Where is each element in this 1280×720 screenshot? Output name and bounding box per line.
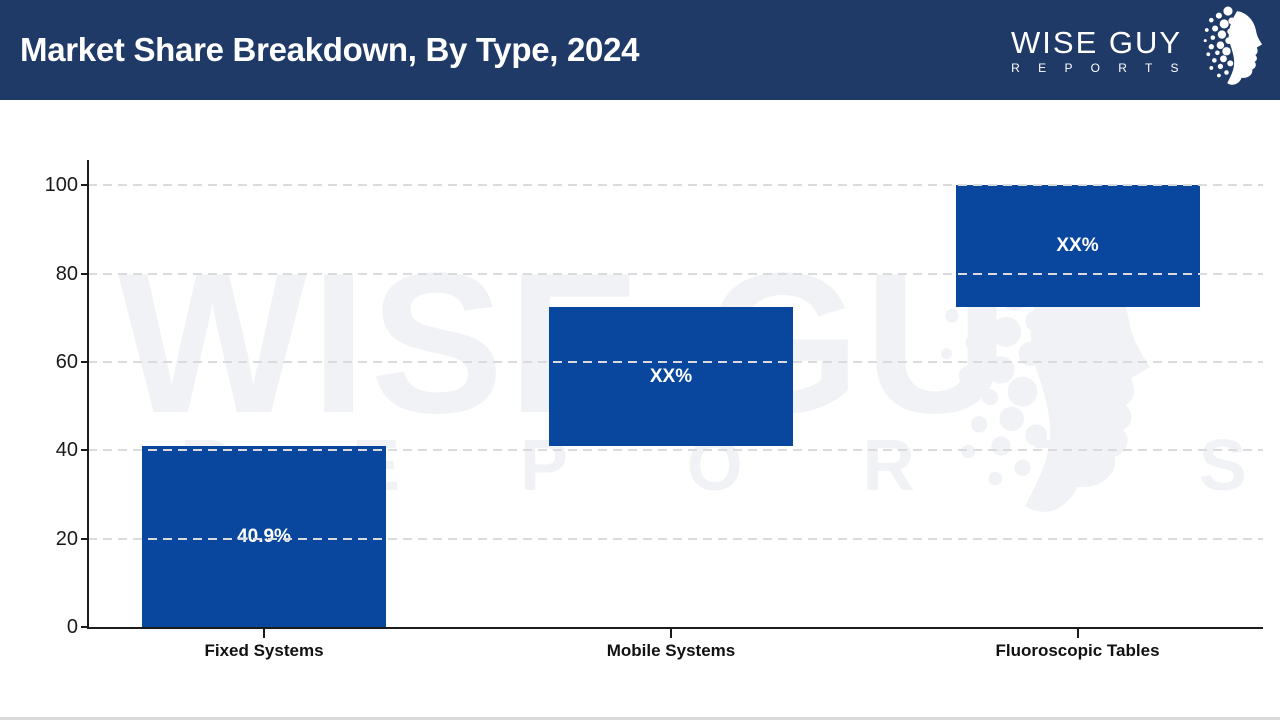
y-tick-label-40: 40: [55, 439, 78, 462]
y-tick-label-80: 80: [55, 262, 78, 285]
logo-name: WISE GUY: [1011, 24, 1183, 60]
bar-value-label-fixed-systems: 40.9%: [237, 525, 291, 547]
x-axis-line: [87, 627, 1263, 629]
y-tick-80: [81, 272, 88, 275]
x-tick-label-fixed-systems: Fixed Systems: [204, 641, 324, 660]
chart-title: Market Share Breakdown, By Type, 2024: [20, 31, 640, 68]
gridline-40: [88, 449, 1263, 452]
y-tick-label-0: 0: [66, 616, 78, 638]
y-axis-line: [87, 160, 89, 629]
x-tick-label-fluoroscopic-tables: Fluoroscopic Tables: [995, 641, 1160, 660]
bar-mobile-systems: XX%: [549, 306, 793, 447]
y-tick-label-100: 100: [44, 174, 78, 197]
gridline-100: [88, 184, 1263, 187]
y-tick-0: [81, 626, 88, 628]
x-tick-fluoroscopic-tables: [1076, 629, 1079, 638]
bar-value-label-fluoroscopic-tables: XX%: [1056, 235, 1099, 257]
x-tick-label-mobile-systems: Mobile Systems: [606, 641, 736, 660]
x-tick-mobile-systems: [670, 629, 672, 638]
y-tick-60: [81, 361, 88, 364]
logo-text: WISE GUY R E P O R T S: [1007, 27, 1186, 74]
wise-guy-logo: WISE GUY R E P O R T S: [1007, 5, 1266, 96]
gridline-60: [88, 361, 1263, 364]
logo-subname: R E P O R T S: [1011, 60, 1186, 75]
bottom-border: [0, 717, 1280, 720]
y-tick-label-60: 60: [55, 351, 78, 374]
bar-value-label-mobile-systems: XX%: [649, 365, 693, 387]
x-tick-fixed-systems: [263, 629, 265, 638]
header-bar: Market Share Breakdown, By Type, 2024 WI…: [0, 0, 1280, 100]
y-tick-20: [81, 537, 88, 540]
logo-face-icon: [1190, 5, 1266, 96]
y-tick-label-20: 20: [55, 527, 78, 550]
y-tick-40: [81, 449, 88, 452]
gridline-20: [88, 537, 1263, 540]
gridline-80: [88, 272, 1263, 275]
bar-fixed-systems: 40.9%: [142, 446, 386, 627]
y-tick-100: [81, 184, 88, 187]
bar-fluoroscopic-tables: XX%: [955, 185, 1200, 307]
